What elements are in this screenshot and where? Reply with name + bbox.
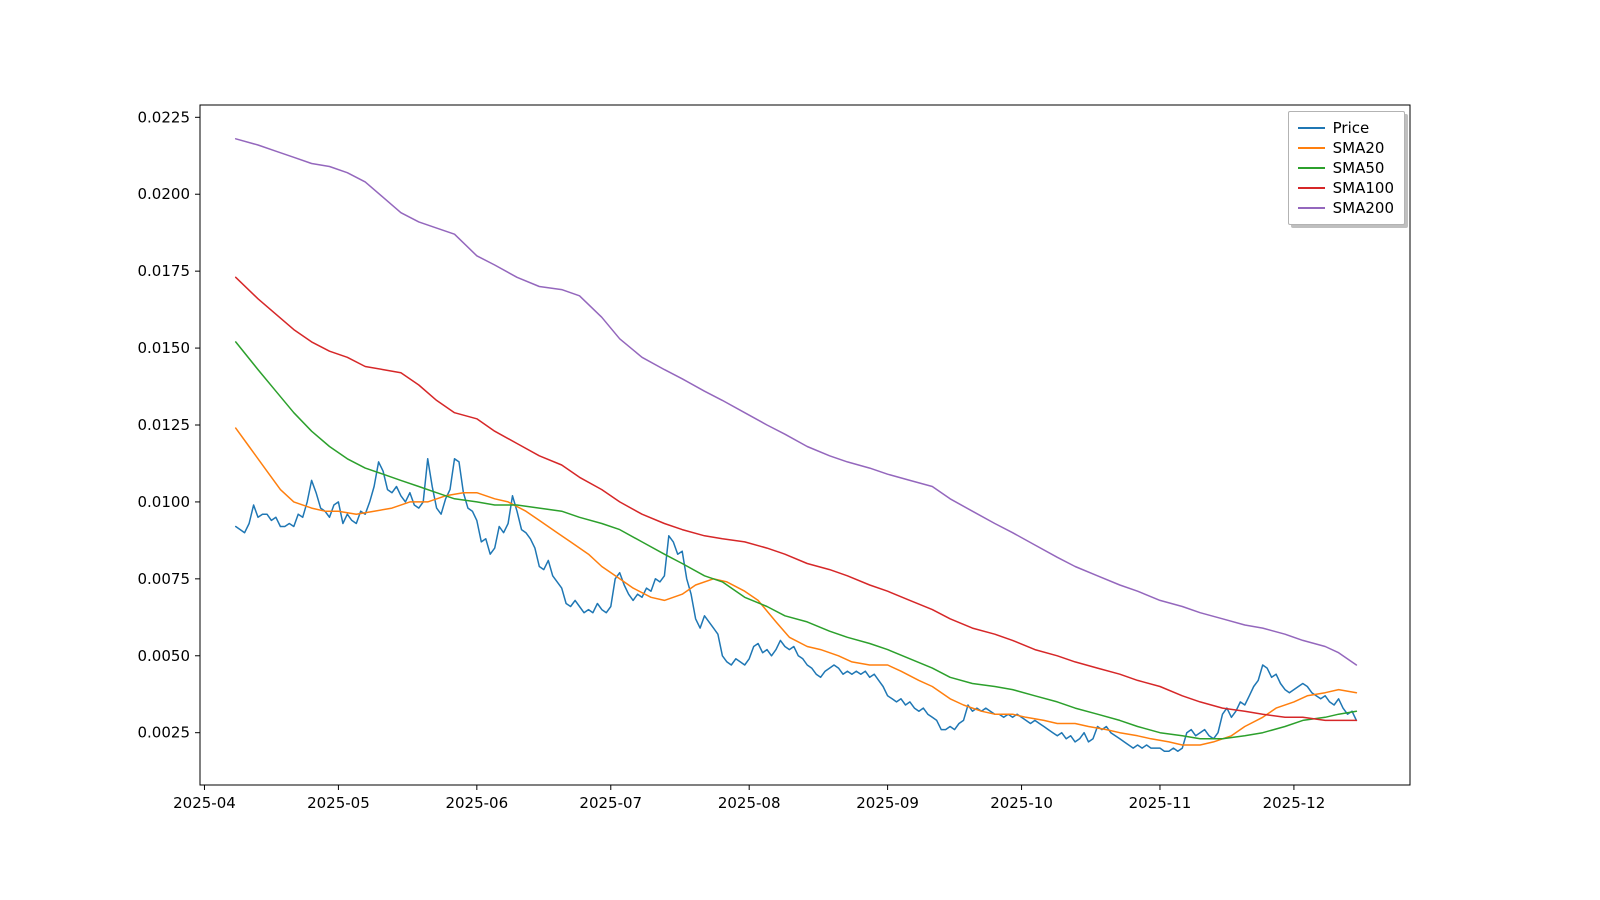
x-tick-label: 2025-04 [173, 794, 236, 812]
x-tick-label: 2025-10 [990, 794, 1053, 812]
legend-line-swatch-sma50 [1297, 167, 1325, 169]
x-tick-label: 2025-09 [856, 794, 919, 812]
y-tick-label: 0.0200 [138, 185, 191, 203]
y-tick-label: 0.0150 [138, 339, 191, 357]
legend-item-sma50: SMA50 [1297, 158, 1394, 178]
y-tick-label: 0.0075 [138, 570, 191, 588]
legend: Price SMA20 SMA50 SMA100 SMA200 [1287, 111, 1405, 225]
series-line-price [234, 458, 1358, 752]
legend-item-price: Price [1297, 118, 1394, 138]
x-tick-label: 2025-12 [1263, 794, 1326, 812]
plot-border [199, 104, 1411, 786]
legend-line-swatch-sma200 [1297, 207, 1325, 209]
legend-item-sma100: SMA100 [1297, 178, 1394, 198]
series-line-sma50 [234, 341, 1358, 740]
legend-line-swatch-sma20 [1297, 147, 1325, 149]
x-tick-label: 2025-08 [718, 794, 781, 812]
series-line-sma100 [234, 276, 1358, 722]
legend-label-price: Price [1332, 119, 1370, 137]
legend-label-sma100: SMA100 [1332, 179, 1394, 197]
y-tick-label: 0.0175 [138, 262, 191, 280]
x-tick-label: 2025-11 [1129, 794, 1192, 812]
series-line-sma200 [234, 138, 1358, 666]
y-tick-label: 0.0125 [138, 416, 191, 434]
x-tick-label: 2025-05 [307, 794, 370, 812]
series-line-sma20 [234, 427, 1358, 746]
legend-label-sma20: SMA20 [1332, 139, 1385, 157]
y-tick-label: 0.0225 [138, 108, 191, 126]
x-tick-label: 2025-07 [579, 794, 642, 812]
y-tick-label: 0.0100 [138, 493, 191, 511]
y-tick-label: 0.0025 [138, 724, 191, 742]
legend-label-sma200: SMA200 [1332, 199, 1394, 217]
y-tick-label: 0.0050 [138, 647, 191, 665]
legend-item-sma20: SMA20 [1297, 138, 1394, 158]
legend-label-sma50: SMA50 [1332, 159, 1385, 177]
x-tick-label: 2025-06 [445, 794, 508, 812]
legend-item-sma200: SMA200 [1297, 198, 1394, 218]
legend-line-swatch-sma100 [1297, 187, 1325, 189]
legend-line-swatch-price [1297, 127, 1325, 129]
